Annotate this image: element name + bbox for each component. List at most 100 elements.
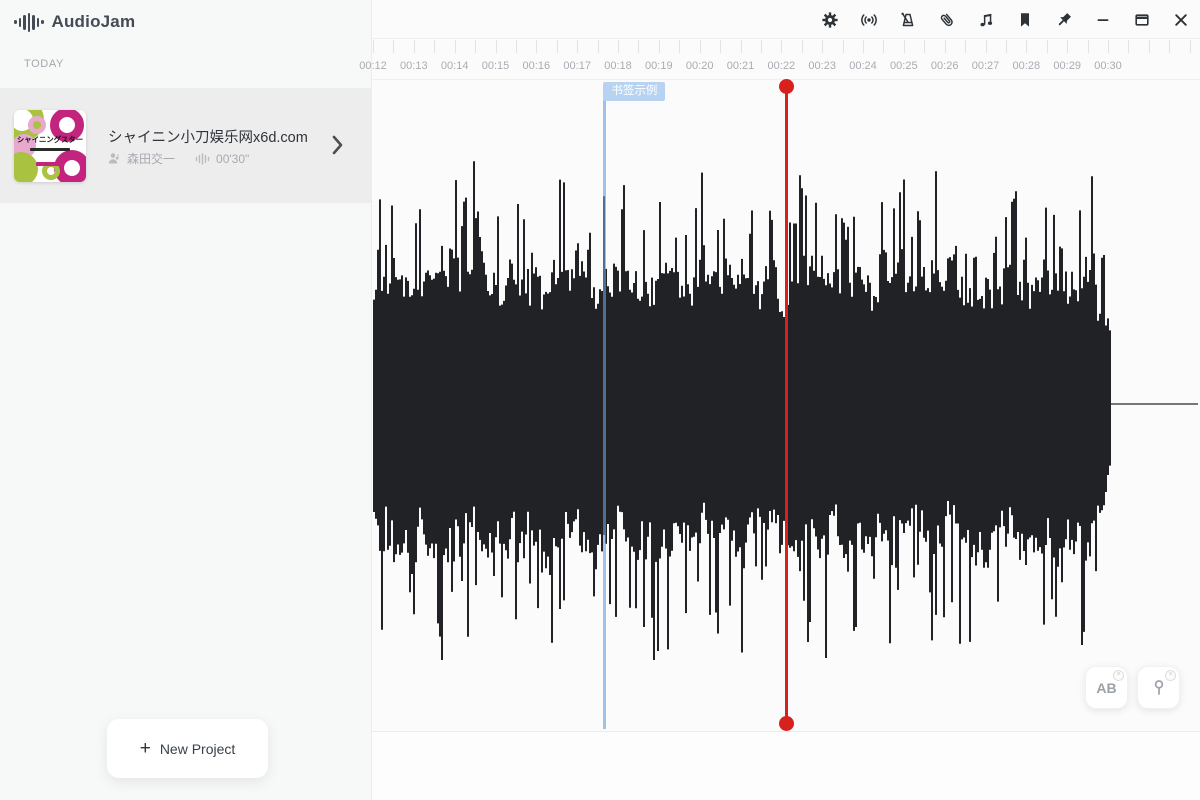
ruler-tick xyxy=(699,40,701,53)
ruler-tick xyxy=(1148,40,1150,53)
project-duration: 00'30" xyxy=(216,151,250,166)
ruler-tick xyxy=(924,40,926,53)
ruler-tick xyxy=(495,40,497,53)
broadcast-icon[interactable] xyxy=(860,6,878,34)
ruler-tick xyxy=(781,40,783,53)
ruler-time-label: 00:17 xyxy=(563,60,591,72)
bookmark-icon[interactable] xyxy=(1016,6,1034,34)
ruler-tick xyxy=(760,40,762,53)
attachment-icon[interactable] xyxy=(938,6,956,34)
ruler-tick xyxy=(413,40,415,53)
ruler-tick xyxy=(842,40,844,53)
ruler-tick xyxy=(903,40,905,53)
artist-icon xyxy=(108,153,119,164)
ruler-time-label: 00:20 xyxy=(685,60,714,72)
timeline-ruler[interactable]: 00:12 00:13 00:14 00:15 00:16 00:17 00:18 00:19… xyxy=(359,38,1200,80)
minimize-icon[interactable] xyxy=(1094,6,1112,34)
app-title: AudioJam xyxy=(51,12,136,31)
ruler-tick xyxy=(1087,40,1089,53)
pin-icon[interactable] xyxy=(1055,6,1073,34)
ruler-tick xyxy=(454,40,456,53)
ruler-tick xyxy=(1026,40,1028,53)
bookmark-marker-label[interactable]: 书签示例 xyxy=(603,82,666,101)
plus-icon: + xyxy=(139,738,151,759)
playhead-handle-bottom[interactable] xyxy=(778,715,794,731)
ruler-time-label: 00:24 xyxy=(849,60,877,72)
transport-bar: 00:22 00:30 AB 1x xyxy=(372,731,1200,800)
ruler-tick xyxy=(1067,40,1069,53)
ruler-tick xyxy=(965,40,967,53)
section-label-today: TODAY xyxy=(24,58,64,70)
app-logo: AudioJam xyxy=(14,12,135,32)
metronome-icon[interactable] xyxy=(899,6,917,34)
ab-loop-remove-badge[interactable]: × xyxy=(1113,670,1124,681)
ruler-time-label: 00:23 xyxy=(808,60,836,72)
project-meta: 森田交一 00'30" xyxy=(108,150,249,167)
ruler-time-label: 00:16 xyxy=(522,60,551,72)
ruler-time-label: 00:28 xyxy=(1012,60,1041,72)
ruler-tick xyxy=(1046,40,1048,53)
ruler-tick xyxy=(577,40,579,53)
ruler-tick xyxy=(985,40,987,53)
ruler-time-label: 00:26 xyxy=(930,60,959,72)
ab-loop-button[interactable]: AB × xyxy=(1085,666,1128,709)
ruler-time-label: 00:27 xyxy=(971,60,1000,72)
ruler-time-label: 00:19 xyxy=(645,60,673,72)
project-artist: 森田交一 xyxy=(127,152,176,166)
ruler-tick xyxy=(1189,40,1191,53)
ruler-tick xyxy=(679,40,681,53)
ruler-tick xyxy=(536,40,538,53)
waveform-region[interactable]: 书签示例 AB × × xyxy=(372,78,1200,731)
chevron-right-icon[interactable] xyxy=(328,134,346,156)
ruler-tick xyxy=(740,40,742,53)
project-title: シャイニン小刀娱乐网x6d.com xyxy=(108,130,308,146)
ruler-tick xyxy=(638,40,640,53)
ruler-time-label: 00:22 xyxy=(767,60,796,72)
duration-waveform-icon xyxy=(195,152,210,165)
ruler-tick xyxy=(863,40,864,53)
titlebar-icons xyxy=(821,6,1190,34)
ruler-tick xyxy=(658,40,660,53)
ruler-tick xyxy=(393,40,395,53)
ruler-tick xyxy=(1005,40,1007,53)
maximize-icon[interactable] xyxy=(1133,6,1151,34)
ruler-tick xyxy=(434,40,436,53)
album-art-title: シャイニングスター xyxy=(16,135,84,144)
bookmark-pin-remove-badge[interactable]: × xyxy=(1165,670,1176,681)
ruler-tick xyxy=(475,40,477,53)
ruler-time-label: 00:21 xyxy=(726,60,755,72)
music-note-icon[interactable] xyxy=(977,6,995,34)
ruler-tick xyxy=(373,40,374,53)
ruler-time-label: 00:25 xyxy=(890,60,918,72)
close-icon[interactable] xyxy=(1172,6,1190,34)
ruler-tick xyxy=(1169,40,1171,53)
album-art-artist-bar xyxy=(36,162,64,166)
ruler-tick xyxy=(883,40,885,53)
new-project-label: New Project xyxy=(159,740,236,757)
ruler-tick xyxy=(822,40,824,53)
ruler-tick xyxy=(556,40,558,53)
ruler-tick xyxy=(618,40,619,53)
playhead-line[interactable] xyxy=(784,86,788,723)
album-art: シャイニングスター xyxy=(14,110,86,182)
ruler-time-label: 00:15 xyxy=(481,60,510,72)
ruler-tick xyxy=(944,40,946,53)
ab-loop-button-label: AB xyxy=(1096,679,1117,696)
waveform-logo-icon xyxy=(14,12,44,32)
bookmark-pin-button[interactable]: × xyxy=(1137,666,1180,709)
ruler-time-label: 00:12 xyxy=(359,60,387,72)
new-project-button[interactable]: + New Project xyxy=(107,719,268,778)
playhead-handle-top[interactable] xyxy=(778,78,794,94)
ruler-time-label: 00:30 xyxy=(1094,60,1122,72)
ruler-time-label: 00:14 xyxy=(440,60,469,72)
ruler-tick xyxy=(597,40,599,53)
ruler-tick xyxy=(1108,40,1109,53)
sidebar: AudioJam TODAY シャイニングスター シャイニン小刀娱乐网x6d.c… xyxy=(0,0,372,800)
settings-icon[interactable] xyxy=(821,6,839,34)
main-area: 00:12 00:13 00:14 00:15 00:16 00:17 00:18 00:19… xyxy=(359,0,1200,800)
ruler-time-label: 00:13 xyxy=(400,60,428,72)
ruler-tick xyxy=(801,40,803,53)
bookmark-marker-line[interactable] xyxy=(603,84,607,729)
ruler-tick xyxy=(515,40,517,53)
